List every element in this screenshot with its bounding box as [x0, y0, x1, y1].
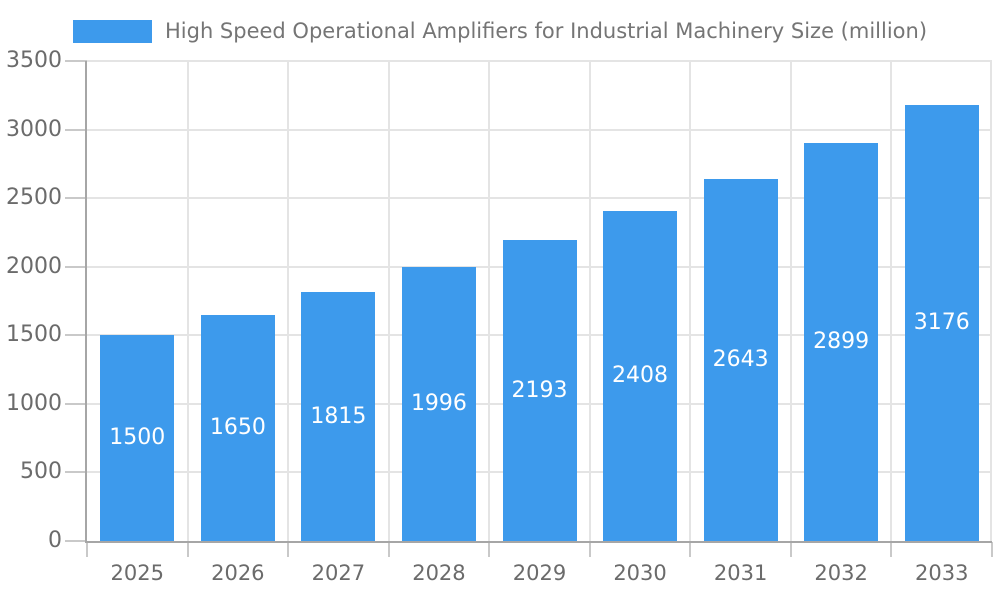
- y-axis-tick-label: 0: [48, 528, 62, 553]
- x-axis-tick-label: 2030: [613, 561, 667, 585]
- y-axis-tick-mark: [65, 471, 87, 474]
- gridline-vertical: [789, 61, 792, 541]
- gridline-horizontal: [87, 60, 992, 62]
- y-axis-tick-mark: [65, 402, 87, 405]
- bar-value-label: 1500: [109, 425, 166, 451]
- chart-legend[interactable]: High Speed Operational Amplifiers for In…: [0, 19, 1000, 44]
- x-axis-tick-label: 2031: [713, 561, 768, 585]
- x-axis-tick-label: 2033: [914, 561, 969, 585]
- y-axis-tick-mark: [65, 197, 87, 200]
- bar-value-label: 1650: [209, 414, 266, 440]
- y-axis-tick-label: 3000: [6, 116, 62, 142]
- x-axis-tick-mark: [689, 542, 692, 557]
- gridline-vertical: [387, 61, 390, 541]
- bar-value-label: 1996: [410, 391, 467, 417]
- y-axis-tick-mark: [65, 60, 87, 62]
- bar-2032[interactable]: 2899: [804, 143, 879, 541]
- bar-2031[interactable]: 2643: [703, 178, 778, 541]
- bar-2033[interactable]: 3176: [904, 105, 979, 541]
- y-axis-tick-label: 3500: [6, 48, 62, 73]
- bar-value-label: 1815: [310, 403, 367, 429]
- y-axis-tick-mark: [65, 265, 87, 268]
- x-axis-tick-mark: [789, 542, 792, 557]
- x-axis-tick-mark: [387, 542, 390, 557]
- x-axis-tick-label: 2028: [412, 561, 466, 585]
- gridline-horizontal: [87, 197, 992, 200]
- y-axis-tick-label: 1500: [6, 322, 62, 348]
- x-axis-tick-mark: [588, 542, 591, 557]
- gridline-vertical: [890, 61, 893, 541]
- x-axis-tick-mark: [488, 542, 491, 557]
- x-axis-tick-label: 2027: [311, 561, 366, 585]
- bar-value-label: 2408: [612, 362, 669, 388]
- x-axis-tick-mark: [86, 542, 88, 557]
- gridline-vertical: [990, 61, 992, 541]
- x-axis-tick-mark: [991, 542, 993, 557]
- gridline-vertical: [689, 61, 692, 541]
- x-axis-tick-mark: [890, 542, 893, 557]
- gridline-vertical: [488, 61, 491, 541]
- y-axis-line: [85, 61, 87, 543]
- bar-2028[interactable]: 1996: [401, 267, 476, 541]
- x-axis-tick-label: 2032: [814, 561, 868, 585]
- bar-value-label: 3176: [913, 310, 970, 336]
- legend-label: High Speed Operational Amplifiers for In…: [164, 19, 928, 43]
- bar-2027[interactable]: 1815: [301, 292, 376, 541]
- bar-2030[interactable]: 2408: [603, 210, 678, 541]
- x-axis-tick-label: 2029: [512, 561, 567, 585]
- y-axis-tick-mark: [65, 128, 87, 131]
- y-axis-tick-mark: [65, 540, 87, 542]
- bar-value-label: 2193: [511, 377, 568, 403]
- bar-value-label: 2643: [712, 346, 769, 372]
- x-axis-tick-label: 2026: [211, 561, 265, 585]
- x-axis-line: [85, 541, 992, 543]
- bar-2029[interactable]: 2193: [502, 240, 577, 541]
- plot-area: 1500 1650 1815 1996 2193 2408 2643 2899 3176: [87, 60, 992, 541]
- legend-swatch: [72, 20, 152, 43]
- gridline-vertical: [287, 61, 290, 541]
- y-axis-tick-label: 2500: [6, 185, 62, 211]
- bar-2025[interactable]: 1500: [100, 335, 175, 541]
- bar-2026[interactable]: 1650: [200, 314, 275, 541]
- bar-value-label: 2899: [813, 329, 870, 355]
- x-axis-tick-mark: [287, 542, 290, 557]
- gridline-vertical: [588, 61, 591, 541]
- y-axis-tick-mark: [65, 334, 87, 337]
- y-axis-tick-label: 1000: [6, 390, 62, 416]
- y-axis-tick-label: 500: [20, 459, 62, 485]
- x-axis-tick-mark: [186, 542, 189, 557]
- gridline-vertical: [186, 61, 189, 541]
- gridline-horizontal: [87, 128, 992, 131]
- y-axis-tick-label: 2000: [6, 253, 62, 279]
- x-axis-tick-label: 2025: [110, 561, 164, 585]
